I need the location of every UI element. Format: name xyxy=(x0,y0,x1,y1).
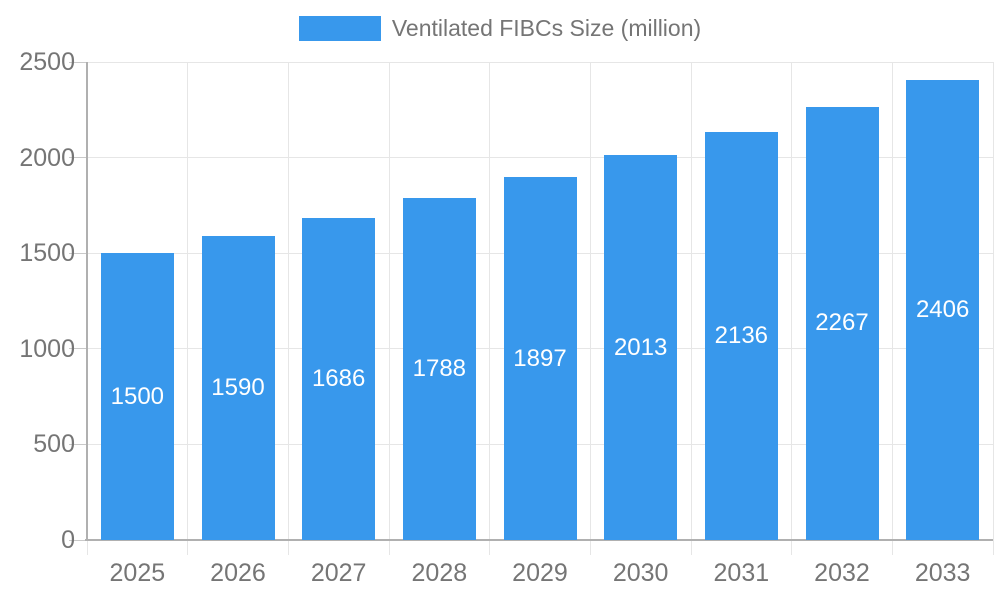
y-axis-line xyxy=(86,62,88,540)
x-axis-tick-label: 2033 xyxy=(914,559,971,587)
bar[interactable]: 1686 xyxy=(302,217,376,540)
x-axis-tick-label: 2029 xyxy=(512,559,568,587)
bar[interactable]: 2013 xyxy=(604,155,678,540)
bar-value-label: 1686 xyxy=(311,364,366,392)
y-gridline xyxy=(87,61,993,63)
bar[interactable]: 2406 xyxy=(906,79,980,540)
x-gridline xyxy=(187,62,189,555)
x-axis-tick-label: 2027 xyxy=(310,559,367,587)
bar-value-label: 1500 xyxy=(110,382,165,410)
bar[interactable]: 2136 xyxy=(704,131,778,540)
bar-value-label: 1788 xyxy=(412,355,467,383)
x-gridline xyxy=(791,62,793,555)
y-axis-tick-label: 500 xyxy=(33,430,75,459)
y-axis-tick-label: 2500 xyxy=(19,48,75,76)
legend-label: Ventilated FIBCs Size (million) xyxy=(391,15,702,41)
bar[interactable]: 1500 xyxy=(100,253,174,540)
x-gridline xyxy=(690,62,692,555)
x-gridline xyxy=(589,62,591,555)
bar[interactable]: 2267 xyxy=(805,106,879,540)
y-axis-tick-label: 1500 xyxy=(19,239,75,268)
y-axis-tick-label: 0 xyxy=(61,526,75,554)
x-axis-tick-label: 2030 xyxy=(612,559,669,587)
x-gridline xyxy=(891,62,893,555)
bar[interactable]: 1590 xyxy=(201,236,275,540)
bar-value-label: 2267 xyxy=(815,309,869,337)
bar-value-label: 2406 xyxy=(915,295,970,323)
legend-swatch xyxy=(298,16,381,41)
bar[interactable]: 1897 xyxy=(503,177,577,540)
bar[interactable]: 1788 xyxy=(402,198,476,540)
x-gridline xyxy=(287,62,289,555)
x-gridline xyxy=(992,62,994,555)
plot-area: 0 500 1000 1500 2000 2500 1500 2025 1590 2026 1686… xyxy=(19,49,994,587)
x-axis-tick-label: 2025 xyxy=(109,559,166,587)
x-axis-tick-label: 2032 xyxy=(814,559,870,587)
x-axis-tick xyxy=(86,540,88,555)
bar-value-label: 2136 xyxy=(714,321,769,349)
x-gridline xyxy=(388,62,390,555)
x-axis-tick-label: 2031 xyxy=(713,559,770,587)
x-gridline xyxy=(489,62,491,555)
x-axis-tick-label: 2028 xyxy=(411,559,468,587)
y-axis-tick-label: 2000 xyxy=(19,143,75,172)
bar-value-label: 2013 xyxy=(613,333,668,361)
y-axis-tick-label: 1000 xyxy=(19,334,75,363)
chart-legend[interactable]: Ventilated FIBCs Size (million) xyxy=(0,16,1000,41)
bar-value-label: 1590 xyxy=(211,374,265,401)
x-axis-tick-label: 2026 xyxy=(210,559,266,587)
bar-value-label: 1897 xyxy=(513,344,567,372)
